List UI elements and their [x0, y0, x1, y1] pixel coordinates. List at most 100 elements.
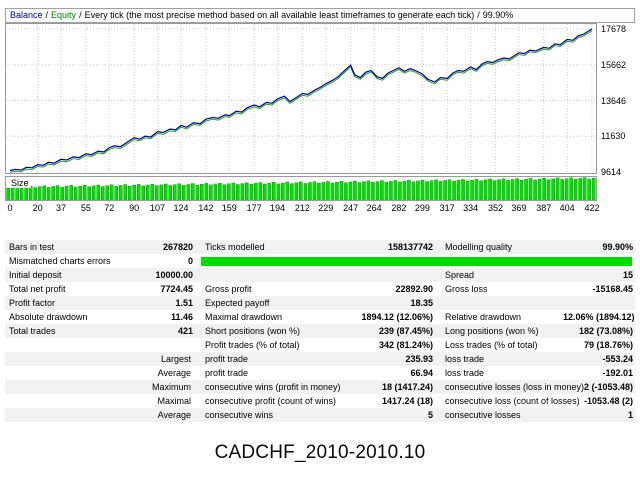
size-bar: [393, 180, 398, 200]
size-bar: [209, 184, 213, 200]
stats-table: Bars in test 267820 Ticks modelled 15813774…: [5, 240, 635, 422]
stat-label: [5, 352, 115, 366]
stat-value: [563, 296, 635, 310]
table-row: Absolute drawdown 11.46 Maximal drawdown 18…: [5, 310, 635, 324]
size-panel-label: Size: [9, 178, 31, 188]
x-axis-label: 264: [366, 203, 382, 213]
size-bar: [587, 178, 591, 200]
size-bar: [533, 179, 537, 200]
size-bar: [100, 186, 105, 200]
x-axis-label: 0: [7, 203, 13, 213]
size-bar: [353, 180, 357, 200]
size-bar: [168, 185, 173, 200]
size-bar: [425, 181, 429, 200]
size-bar: [177, 183, 182, 200]
size-bar: [519, 179, 524, 200]
x-axis-label: 159: [221, 203, 237, 213]
modelling-quality-value: 99.90%: [482, 10, 514, 20]
stat-value: 12.06% (1894.12): [563, 312, 635, 322]
size-bar: [191, 183, 195, 200]
size-bar: [105, 185, 110, 200]
stat-value: -553.24: [602, 354, 633, 364]
stat-label: consecutive losses (loss in money): [445, 382, 585, 392]
balance-line: [9, 28, 593, 172]
stat-value: 15: [622, 270, 633, 280]
stat-label: Total net profit: [9, 284, 66, 294]
size-bar: [69, 185, 74, 200]
size-panel: Size: [5, 176, 597, 201]
size-bar: [136, 184, 141, 200]
size-bar: [551, 178, 555, 200]
size-bar: [492, 180, 497, 200]
size-bar: [524, 179, 528, 200]
stat-label: Modelling quality: [445, 242, 513, 252]
stat-value: 267820: [162, 242, 193, 252]
stat-value: 1.51: [175, 298, 193, 308]
size-bar: [109, 184, 114, 200]
size-bar: [528, 178, 533, 200]
stat-label: Mismatched charts errors: [9, 256, 111, 266]
size-bar: [60, 186, 64, 200]
size-bar: [204, 183, 209, 200]
table-row: Profit trades (% of total) 342 (81.24%) Lo…: [5, 338, 635, 352]
size-bar: [73, 186, 78, 200]
size-bar: [569, 177, 573, 200]
size-bar: [465, 180, 470, 200]
size-bar: [443, 180, 447, 200]
stat-label: [193, 268, 343, 282]
x-axis-label: 72: [104, 203, 115, 213]
stat-label: Expected payoff: [205, 298, 270, 308]
size-bar: [380, 180, 384, 200]
size-bar: [231, 182, 236, 200]
size-bar: [375, 181, 380, 200]
size-bar: [281, 182, 285, 200]
balance-legend: Balance: [10, 10, 43, 20]
size-bar: [308, 182, 312, 200]
stat-value: -1053.48 (2): [583, 396, 633, 406]
x-axis-label: 177: [246, 203, 262, 213]
size-bar: [276, 183, 281, 200]
stat-label: Total trades: [9, 326, 56, 336]
size-bar: [299, 181, 303, 200]
stat-value: 342 (81.24%): [378, 340, 433, 350]
size-bar: [24, 186, 28, 200]
size-bar: [200, 183, 204, 200]
report-title: CADCHF_2010-2010.10: [214, 442, 426, 463]
size-bar: [564, 178, 569, 200]
size-bar: [447, 179, 452, 200]
size-bar: [37, 186, 42, 200]
size-bar: [42, 185, 46, 200]
stat-label: Ticks modelled: [205, 242, 265, 252]
size-bar: [483, 179, 488, 200]
size-bar: [407, 180, 411, 200]
size-bar: [141, 185, 146, 200]
x-axis-label: 229: [318, 203, 334, 213]
stat-value: 18 (1417.24): [381, 382, 433, 392]
size-bar: [312, 181, 317, 200]
stat-label: Gross profit: [205, 284, 252, 294]
size-bar: [488, 178, 492, 200]
stat-value: 79 (18.76%): [583, 340, 633, 350]
table-row: Profit factor 1.51 Expected payoff 18.35: [5, 296, 635, 310]
y-axis: 9614 11630 13646 15662 17678: [599, 0, 640, 220]
x-axis-label: 282: [391, 203, 407, 213]
size-bar: [348, 181, 353, 200]
size-bar: [227, 183, 231, 200]
stat-label: Profit factor: [9, 298, 56, 308]
stat-label: consecutive losses: [445, 410, 521, 420]
x-axis-label: 194: [270, 203, 286, 213]
size-bar: [335, 181, 339, 200]
stat-value: 235.93: [405, 354, 433, 364]
size-bar: [159, 184, 164, 200]
size-bar: [118, 185, 123, 200]
size-bar: [389, 181, 393, 200]
stat-value: 239 (87.45%): [378, 326, 433, 336]
size-bar: [236, 184, 240, 200]
size-bar: [515, 178, 519, 200]
size-bar: [91, 185, 96, 200]
size-bar: [461, 179, 465, 200]
stat-value: 1894.12 (12.06%): [361, 312, 433, 322]
stat-label: consecutive loss (count of losses): [445, 396, 580, 406]
size-bar: [285, 181, 290, 200]
equity-legend: Equity: [51, 10, 77, 20]
